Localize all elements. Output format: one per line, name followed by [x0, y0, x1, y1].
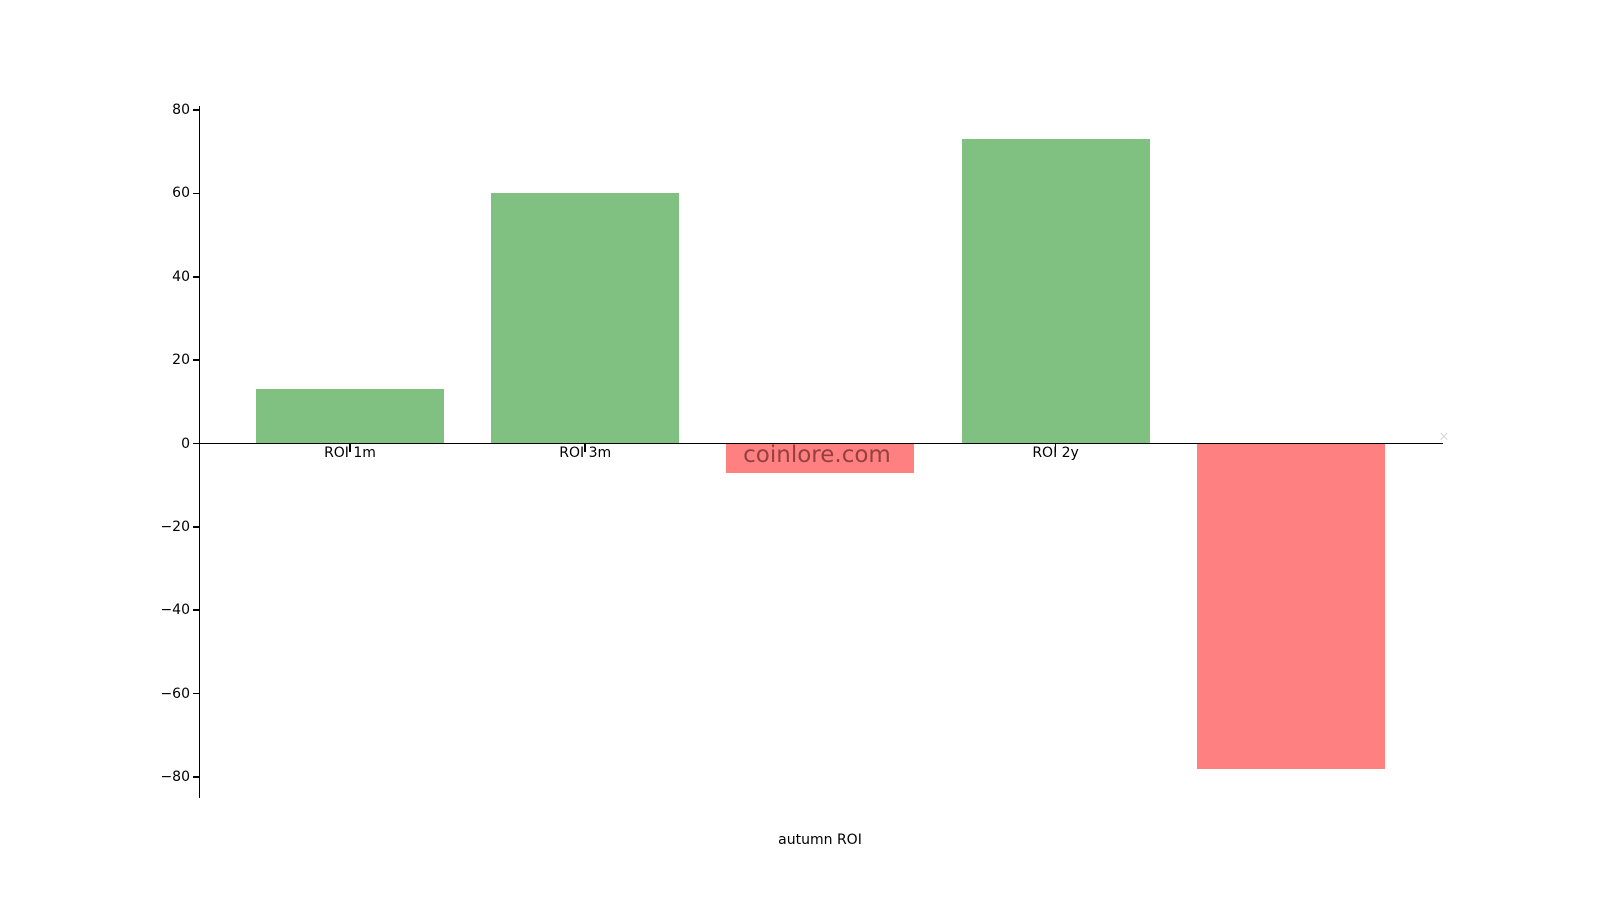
y-tick-label: −40: [160, 602, 190, 619]
y-tick-label: 60: [172, 185, 190, 202]
x-tick-label: ROI 2y: [1032, 444, 1079, 461]
y-tick-label: 80: [172, 102, 190, 119]
x-axis-line: [198, 442, 1443, 445]
y-tick: [193, 359, 200, 361]
x-tick: [584, 443, 586, 452]
y-axis-spine: [198, 106, 200, 798]
bar-roi-3m: [491, 193, 680, 444]
y-tick: [193, 692, 200, 695]
y-tick-label: 0: [181, 435, 190, 452]
x-tick: [1054, 443, 1057, 452]
x-tick: [349, 443, 351, 452]
y-tick: [193, 109, 200, 111]
bar-5: [1196, 443, 1385, 769]
y-tick: [193, 276, 200, 278]
y-tick-label: 40: [172, 268, 190, 285]
bar-roi-1m: [256, 389, 444, 444]
x-axis-title: autumn ROI: [778, 832, 862, 848]
y-tick: [193, 192, 200, 195]
x-tick-label: ROI 3m: [559, 444, 612, 461]
y-tick-label: −20: [160, 518, 190, 535]
y-tick: [193, 442, 200, 445]
bar-roi-2y: [961, 139, 1150, 444]
y-tick: [193, 776, 200, 778]
bar-3: [726, 443, 915, 473]
watermark-coinlore: coinlore.com: [743, 442, 891, 468]
x-tick-label: ROI 1m: [324, 444, 376, 461]
y-tick-label: −80: [160, 768, 190, 785]
axis-end-marker: ×: [1438, 429, 1450, 445]
y-tick-label: 20: [172, 352, 190, 369]
y-tick: [193, 526, 200, 528]
y-tick-label: −60: [160, 685, 190, 702]
y-tick: [193, 609, 200, 611]
